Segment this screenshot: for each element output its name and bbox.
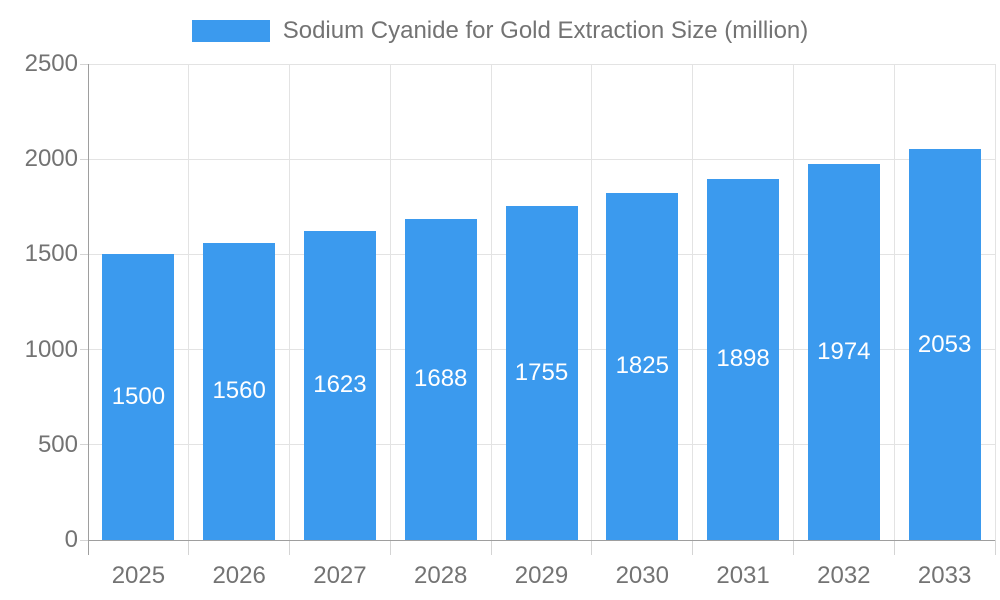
y-tick-label: 500 <box>37 430 78 458</box>
x-gridline <box>389 64 391 540</box>
y-axis-line <box>87 64 89 555</box>
bar <box>102 254 175 540</box>
x-gridline <box>188 64 190 540</box>
legend-swatch <box>191 20 270 42</box>
y-tick <box>80 158 88 160</box>
y-tick-label: 1500 <box>24 240 78 268</box>
x-tick <box>893 540 895 555</box>
bar-value-label: 1500 <box>111 383 166 411</box>
y-gridline <box>88 63 995 65</box>
bar-value-label: 1688 <box>414 365 468 393</box>
x-tick <box>490 540 492 555</box>
x-tick-label: 2026 <box>212 562 266 589</box>
bar <box>203 242 276 540</box>
x-tick <box>692 540 694 555</box>
legend: Sodium Cyanide for Gold Extraction Size … <box>0 17 1000 44</box>
bar <box>908 149 981 540</box>
x-gridline <box>792 64 794 540</box>
x-tick <box>994 540 996 555</box>
bar-value-label: 2053 <box>917 330 972 358</box>
x-tick <box>289 540 291 555</box>
x-tick-label: 2025 <box>111 562 166 589</box>
x-gridline <box>994 64 996 540</box>
y-tick <box>80 539 88 541</box>
x-axis-line <box>88 539 995 541</box>
x-gridline <box>893 64 895 540</box>
x-tick-label: 2033 <box>917 562 972 589</box>
x-tick-label: 2028 <box>414 562 468 589</box>
bar <box>606 192 679 540</box>
x-gridline <box>289 64 291 540</box>
y-tick <box>80 63 88 65</box>
y-tick-label: 2500 <box>24 50 78 77</box>
bar <box>404 218 477 540</box>
legend-label: Sodium Cyanide for Gold Extraction Size … <box>282 17 809 44</box>
bar-value-label: 1974 <box>817 338 871 366</box>
bar-value-label: 1560 <box>212 377 266 405</box>
bar <box>807 164 880 540</box>
bar-value-label: 1825 <box>615 352 669 380</box>
y-tick-label: 1000 <box>24 335 78 363</box>
bar <box>505 205 578 540</box>
x-tick <box>792 540 794 555</box>
x-tick-label: 2029 <box>514 562 569 589</box>
x-tick-label: 2032 <box>817 562 871 589</box>
y-tick <box>80 349 88 351</box>
bar-value-label: 1623 <box>313 371 367 399</box>
y-tick <box>80 444 88 446</box>
x-tick <box>591 540 593 555</box>
x-gridline <box>692 64 694 540</box>
bar <box>707 178 780 540</box>
y-gridline <box>88 158 995 160</box>
x-tick <box>389 540 391 555</box>
y-tick-label: 0 <box>64 526 78 553</box>
x-tick <box>188 540 190 555</box>
x-gridline <box>591 64 593 540</box>
bar-value-label: 1755 <box>514 358 569 386</box>
x-gridline <box>490 64 492 540</box>
y-tick-label: 2000 <box>24 145 78 173</box>
bar <box>303 230 376 540</box>
y-tick <box>80 253 88 255</box>
bar-value-label: 1898 <box>716 345 770 373</box>
x-tick-label: 2031 <box>716 562 770 589</box>
x-tick-label: 2030 <box>615 562 669 589</box>
x-tick-label: 2027 <box>313 562 367 589</box>
